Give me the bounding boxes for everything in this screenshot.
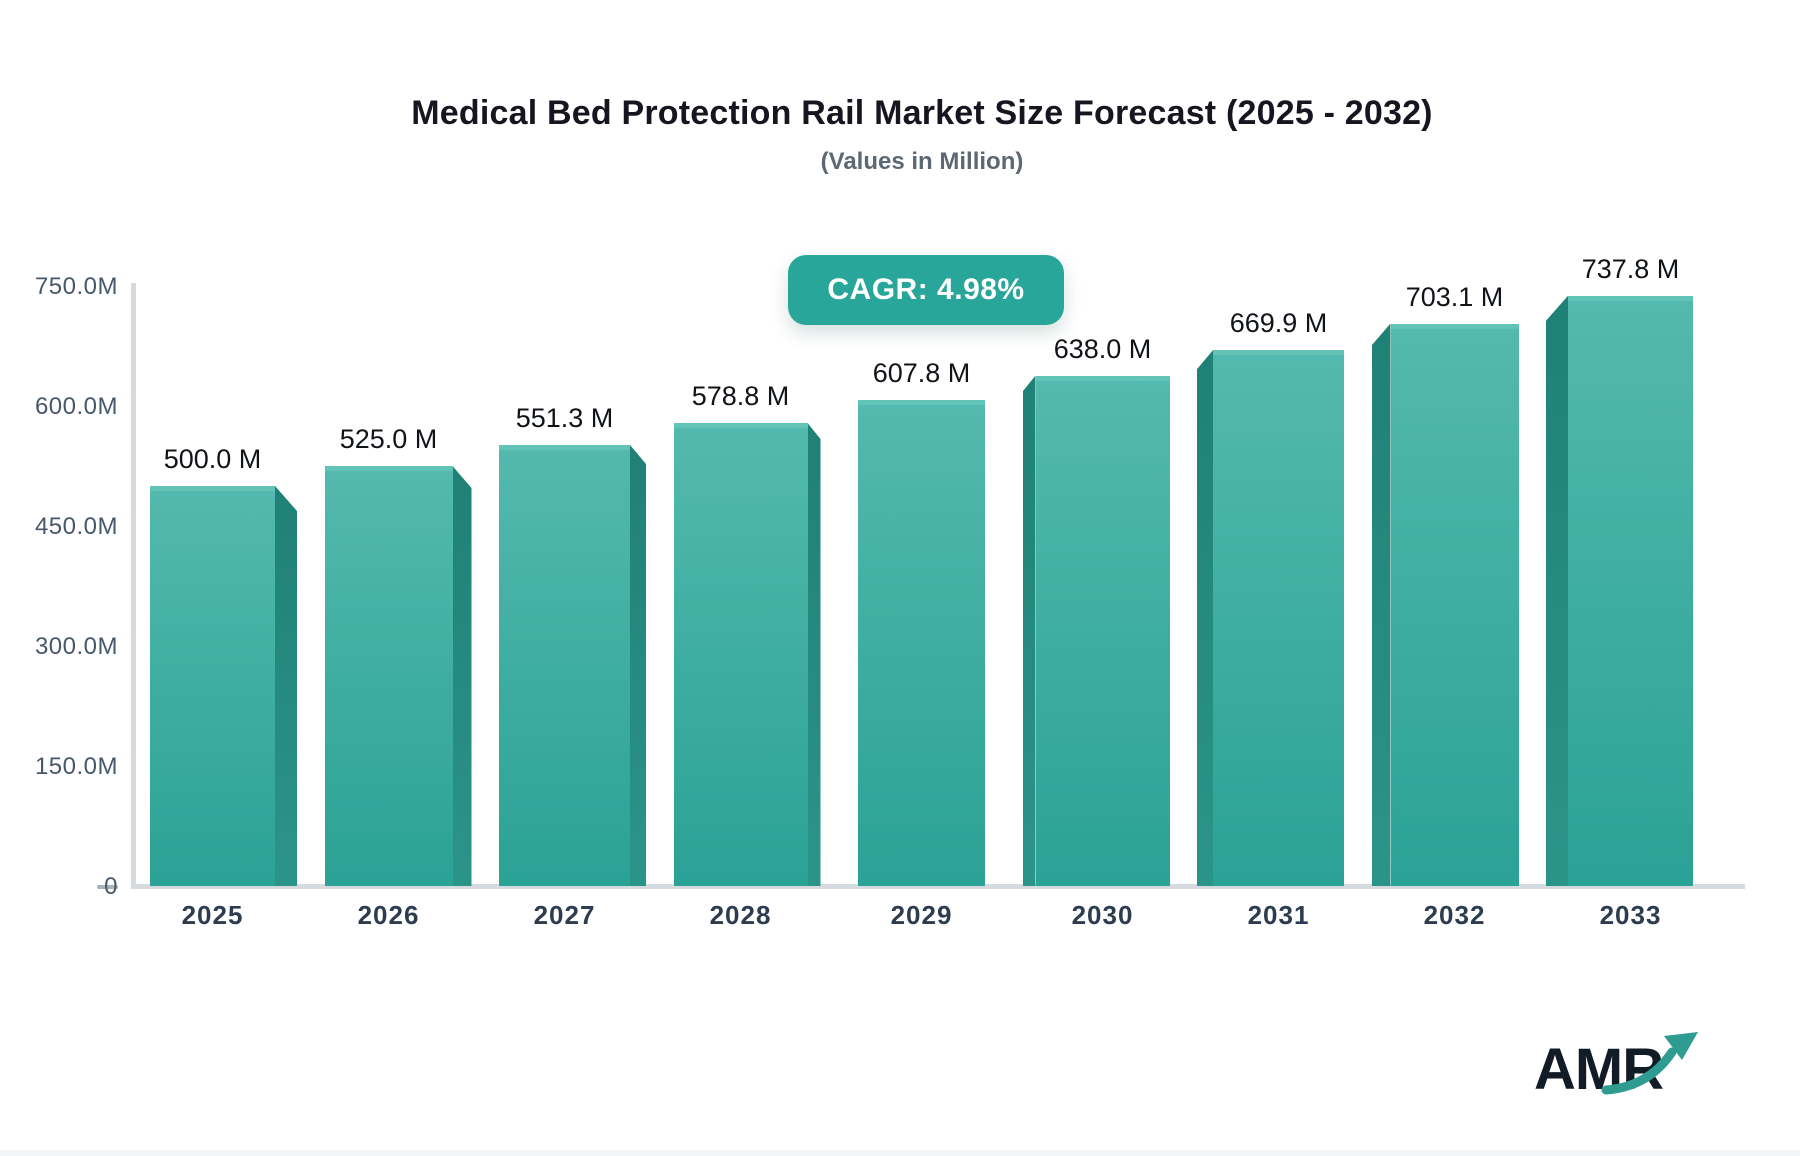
y-axis-tick-label: 0: [104, 873, 118, 900]
bar-top-cap: [1390, 323, 1519, 329]
cagr-badge-label: CAGR: 4.98%: [827, 273, 1025, 306]
y-axis-tick-label: 300.0M: [34, 633, 118, 660]
bar-value-label: 525.0 M: [339, 424, 438, 454]
cagr-badge: CAGR: 4.98%: [788, 255, 1064, 325]
bar-3d-side: [1546, 295, 1568, 886]
bar-2032: [1390, 323, 1519, 886]
bar-2025: [150, 486, 275, 886]
x-axis-baseline: [131, 884, 1745, 889]
bar-3d-side: [630, 444, 646, 886]
bar-2028: [673, 422, 808, 886]
bar-value-label: 737.8 M: [1581, 253, 1680, 284]
y-axis-tick-label: 150.0M: [34, 753, 118, 780]
bar-top-cap: [1035, 375, 1170, 381]
bar-value-label: 703.1 M: [1405, 281, 1504, 312]
x-axis-tick-label: 2030: [1071, 900, 1134, 930]
x-axis-tick-label: 2028: [709, 900, 772, 930]
bar-3d-side: [807, 422, 821, 886]
bar-top-cap: [1213, 350, 1344, 356]
bar-top-cap: [858, 399, 985, 405]
bottom-edge-strip: [0, 1150, 1800, 1156]
bar-3d-side: [1022, 375, 1036, 886]
bar-value-label: 638.0 M: [1053, 333, 1152, 364]
zero-tick-mark: [97, 885, 118, 889]
bar-value-label: 551.3 M: [515, 402, 614, 433]
y-axis-line: [131, 283, 136, 889]
x-axis-tick-label: 2032: [1423, 900, 1486, 930]
bar-2033: [1568, 295, 1693, 886]
x-axis-tick-label: 2026: [357, 900, 420, 930]
bar-top-cap: [324, 466, 453, 471]
bar-2029: [858, 399, 985, 886]
chart-subtitle: (Values in Million): [820, 148, 1024, 175]
x-axis-tick-label: 2025: [181, 900, 244, 930]
bar-value-label: 607.8 M: [872, 357, 971, 388]
bar-2027: [499, 444, 630, 886]
bar-2031: [1213, 350, 1344, 886]
y-axis-tick-label: 450.0M: [34, 513, 118, 540]
x-axis-tick-label: 2029: [890, 900, 953, 930]
bar-3d-side: [1197, 350, 1213, 886]
bar-value-label: 578.8 M: [691, 380, 790, 411]
bar-value-label: 669.9 M: [1229, 308, 1328, 339]
bar-value-label: 500.0 M: [163, 444, 262, 474]
x-axis-tick-label: 2031: [1247, 900, 1310, 930]
bar-3d-side: [452, 466, 472, 886]
bar-2026: [324, 466, 453, 886]
bar-top-cap: [673, 422, 808, 428]
x-axis-tick-label: 2027: [533, 900, 596, 930]
bar-2030: [1035, 375, 1170, 886]
bar-top-cap: [150, 486, 275, 491]
x-axis-tick-label: 2033: [1599, 900, 1662, 930]
bar-3d-side: [1371, 323, 1391, 886]
y-axis-tick-label: 600.0M: [34, 393, 118, 420]
amr-logo: AMR: [1534, 1032, 1754, 1112]
bar-3d-side: [275, 486, 297, 886]
y-axis-tick-label: 750.0M: [34, 273, 118, 300]
bar-top-cap: [499, 444, 630, 450]
chart-title: Medical Bed Protection Rail Market Size …: [411, 94, 1433, 132]
bar-top-cap: [1568, 295, 1693, 301]
growth-arrow-icon: [1601, 1032, 1698, 1095]
amr-logo-text: AMR: [1534, 1037, 1664, 1102]
